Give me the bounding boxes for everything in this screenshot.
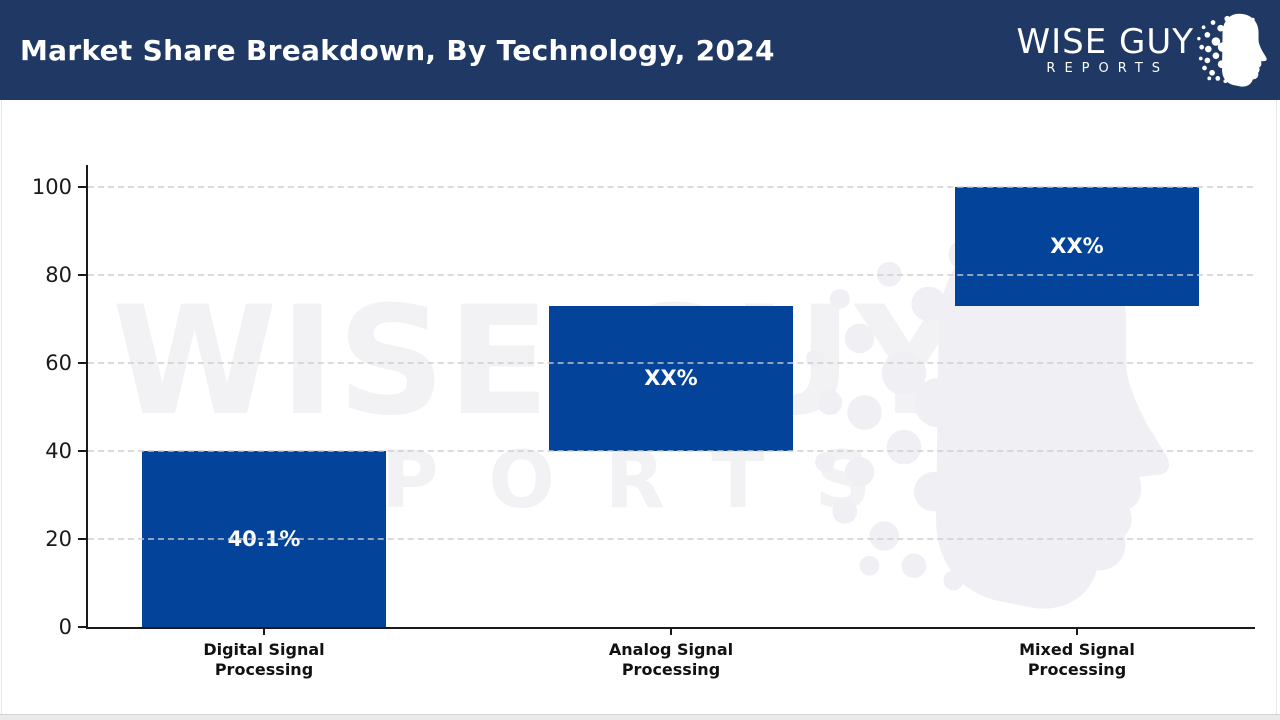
y-tick-label: 40 [45, 439, 72, 463]
y-tick-mark [78, 274, 86, 276]
gridline-100 [88, 186, 1253, 188]
x-tick-mark [263, 629, 265, 635]
header-bar: Market Share Breakdown, By Technology, 2… [0, 0, 1280, 100]
bar-value-label: XX% [644, 366, 698, 391]
right-edge-line [1276, 100, 1277, 715]
y-tick-mark [78, 186, 86, 188]
category-line1: Mixed Signal [1019, 640, 1135, 659]
wiseguy-head-icon [1196, 10, 1268, 90]
category-line1: Analog Signal [608, 640, 734, 659]
wiseguy-logo-text: WISE GUY REPORTS [1016, 24, 1194, 76]
gridline-40 [88, 450, 1253, 452]
bar-mixed-signal-processing: XX% [955, 187, 1199, 306]
category-line2: Processing [214, 660, 314, 679]
y-tick-mark [78, 626, 86, 628]
x-axis-line [86, 627, 1255, 629]
y-axis-line [86, 165, 88, 629]
bar-value-label: XX% [1050, 234, 1104, 259]
y-tick-mark [78, 538, 86, 540]
y-tick-label: 100 [31, 175, 72, 199]
logo-subtitle: REPORTS [1046, 61, 1170, 76]
y-tick-label: 80 [45, 263, 72, 287]
gridline-60 [88, 362, 1253, 364]
x-category-label-1: Digital Signal Processing [114, 640, 414, 680]
gridline-20 [88, 538, 1253, 540]
y-tick-label: 20 [45, 527, 72, 551]
wiseguy-logo: WISE GUY REPORTS [1016, 4, 1268, 96]
y-tick-label: 60 [45, 351, 72, 375]
category-line1: Digital Signal [203, 640, 325, 659]
y-tick-mark [78, 362, 86, 364]
left-edge-line [1, 100, 2, 715]
x-tick-mark [670, 629, 672, 635]
bar-analog-signal-processing: XX% [549, 305, 793, 451]
x-tick-mark [1076, 629, 1078, 635]
chart-title: Market Share Breakdown, By Technology, 2… [20, 33, 775, 67]
y-tick-label: 0 [58, 615, 72, 639]
footer-strip [0, 714, 1280, 720]
category-line2: Processing [1027, 660, 1127, 679]
x-category-label-3: Mixed Signal Processing [927, 640, 1227, 680]
x-category-label-2: Analog Signal Processing [521, 640, 821, 680]
y-tick-mark [78, 450, 86, 452]
logo-wordmark: WISE GUY [1016, 22, 1194, 62]
category-line2: Processing [621, 660, 721, 679]
gridline-80 [88, 274, 1253, 276]
